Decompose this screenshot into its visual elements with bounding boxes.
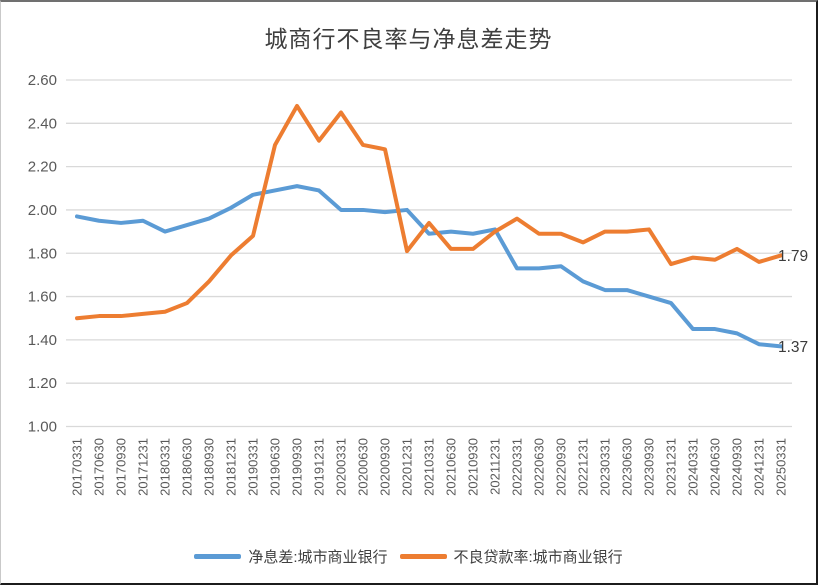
x-axis-tick-label: 20220331 bbox=[510, 438, 525, 496]
series-line-net-interest-margin bbox=[75, 184, 783, 349]
x-axis-tick-label: 20250331 bbox=[774, 438, 789, 496]
x-axis-tick-label: 20230331 bbox=[598, 438, 613, 496]
y-axis-tick-label: 1.80 bbox=[28, 245, 57, 262]
x-axis-tick-label: 20191231 bbox=[312, 438, 327, 496]
series-line-npl-ratio bbox=[75, 103, 783, 321]
legend-item-npl-ratio: 不良贷款率:城市商业银行 bbox=[399, 546, 623, 567]
x-axis-tick-label: 20190630 bbox=[268, 438, 283, 496]
x-axis-tick-label: 20200630 bbox=[356, 438, 371, 496]
x-axis-tick-label: 20230630 bbox=[620, 438, 635, 496]
y-axis-tick-label: 1.40 bbox=[28, 332, 57, 349]
x-axis-tick-label: 20220630 bbox=[532, 438, 547, 496]
y-axis-tick-label: 1.00 bbox=[28, 419, 57, 436]
y-axis-tick-label: 1.20 bbox=[28, 375, 57, 392]
x-axis-tick-label: 20200930 bbox=[378, 438, 393, 496]
chart-title: 城商行不良率与净息差走势 bbox=[264, 27, 553, 52]
x-axis-tick-label: 20190331 bbox=[246, 438, 261, 496]
x-axis-tick-label: 20211231 bbox=[488, 438, 503, 495]
y-axis-tick-label: 2.60 bbox=[28, 72, 57, 89]
x-axis-tick-label: 20200331 bbox=[334, 438, 349, 496]
x-axis-tick-label: 20240331 bbox=[686, 438, 701, 496]
legend-label-net-interest-margin: 净息差:城市商业银行 bbox=[248, 549, 388, 566]
legend-item-net-interest-margin: 净息差:城市商业银行 bbox=[194, 546, 388, 567]
x-axis-tick-label: 20170930 bbox=[114, 438, 129, 496]
x-axis-tick-label: 20220930 bbox=[554, 438, 569, 496]
x-axis-tick-label: 20180930 bbox=[202, 438, 217, 496]
x-axis-tick-label: 20170630 bbox=[92, 438, 107, 496]
x-axis-tick-label: 20241231 bbox=[752, 438, 767, 496]
x-axis-tick-label: 20231231 bbox=[664, 438, 679, 496]
x-axis-tick-label: 20230930 bbox=[642, 438, 657, 496]
x-axis-tick-label: 20180630 bbox=[180, 438, 195, 496]
series-end-data-label: 1.37 bbox=[778, 339, 808, 356]
legend-label-npl-ratio: 不良贷款率:城市商业银行 bbox=[453, 549, 623, 566]
y-axis-tick-label: 1.60 bbox=[28, 289, 57, 306]
x-axis-tick-label: 20210630 bbox=[444, 438, 459, 496]
x-axis-tick-label: 20190930 bbox=[290, 438, 305, 496]
x-axis-tick-label: 20181231 bbox=[224, 438, 239, 496]
y-axis-tick-label: 2.20 bbox=[28, 159, 57, 176]
x-axis-tick-label: 20221231 bbox=[576, 438, 591, 496]
x-axis-tick-label: 20180331 bbox=[158, 438, 173, 496]
x-axis-tick-label: 20210331 bbox=[422, 438, 437, 496]
y-axis-tick-label: 2.00 bbox=[28, 202, 57, 219]
x-axis-tick-label: 20170331 bbox=[70, 438, 85, 496]
x-axis-tick-label: 20240630 bbox=[708, 438, 723, 496]
x-axis-tick-label: 20240930 bbox=[730, 438, 745, 496]
x-axis-tick-label: 20201231 bbox=[400, 438, 415, 496]
legend-line-swatch-blue bbox=[194, 554, 242, 559]
y-axis-tick-label: 2.40 bbox=[28, 115, 57, 132]
x-axis-tick-label: 20171231 bbox=[136, 438, 151, 496]
series-end-data-label: 1.79 bbox=[778, 248, 808, 265]
x-axis-tick-label: 20210930 bbox=[466, 438, 481, 496]
legend-line-swatch-orange bbox=[399, 554, 447, 559]
chart-legend: 净息差:城市商业银行 不良贷款率:城市商业银行 bbox=[1, 546, 816, 567]
